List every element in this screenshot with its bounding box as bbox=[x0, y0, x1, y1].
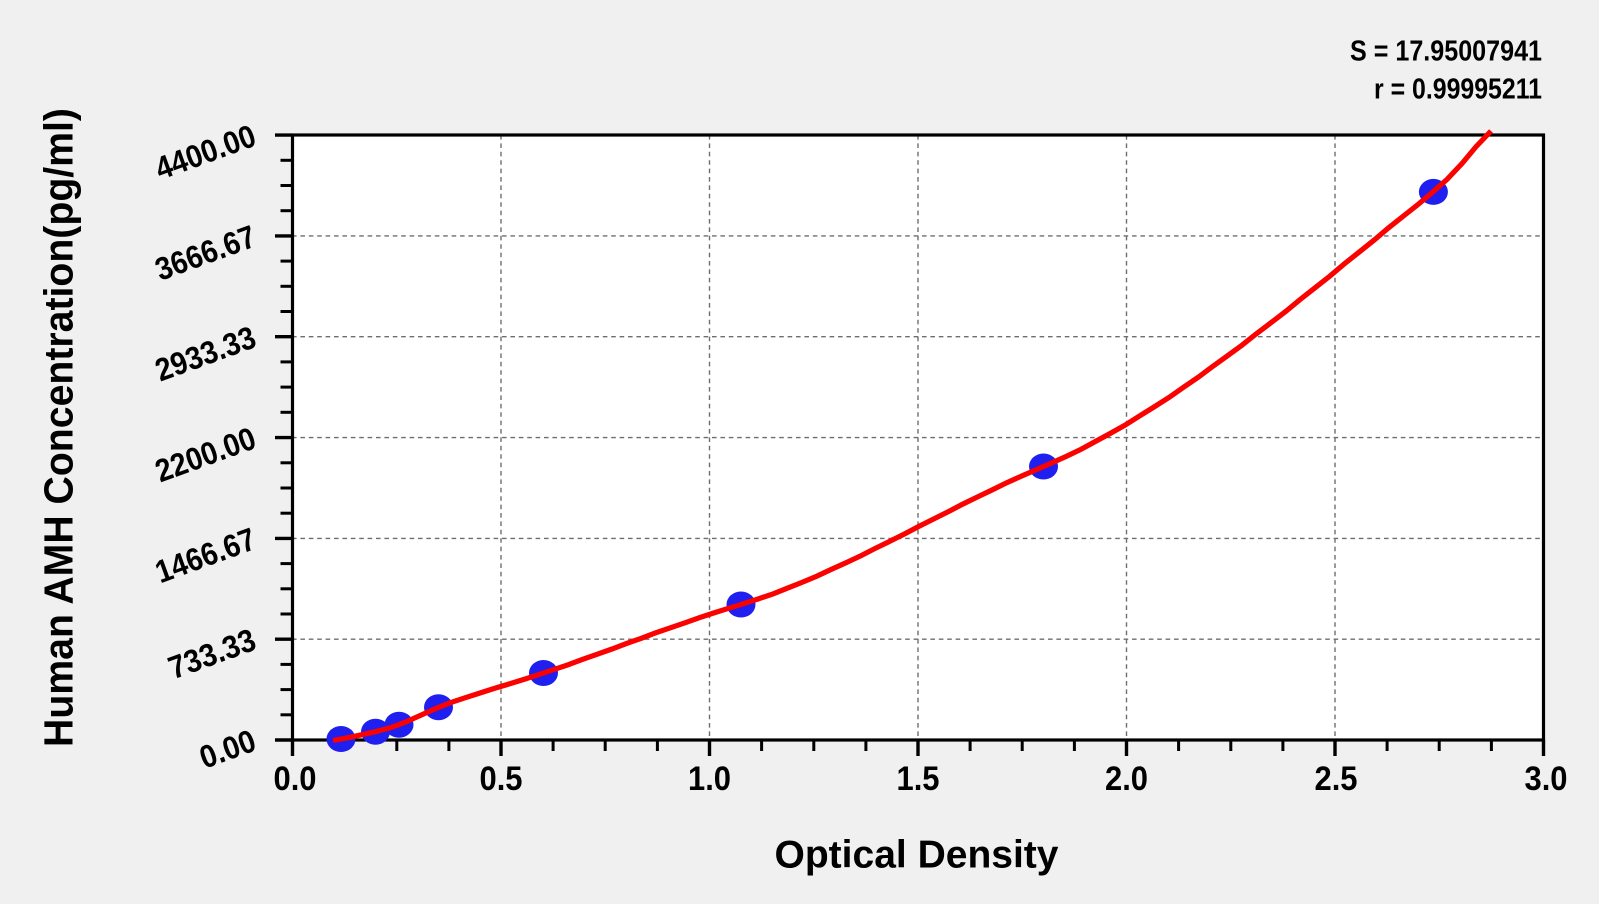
svg-text:2.0: 2.0 bbox=[1105, 760, 1148, 798]
svg-text:S = 17.95007941: S = 17.95007941 bbox=[1350, 36, 1542, 68]
svg-text:r = 0.99995211: r = 0.99995211 bbox=[1374, 74, 1542, 106]
svg-text:2.5: 2.5 bbox=[1315, 760, 1358, 798]
svg-text:Optical Density: Optical Density bbox=[775, 834, 1059, 877]
svg-text:Human AMH Concentration(pg/ml): Human AMH Concentration(pg/ml) bbox=[36, 108, 82, 747]
svg-text:1.0: 1.0 bbox=[688, 760, 731, 798]
svg-text:0.0: 0.0 bbox=[274, 760, 317, 798]
svg-text:1.5: 1.5 bbox=[897, 760, 940, 798]
svg-text:3.0: 3.0 bbox=[1525, 760, 1568, 798]
svg-text:0.5: 0.5 bbox=[480, 760, 523, 798]
